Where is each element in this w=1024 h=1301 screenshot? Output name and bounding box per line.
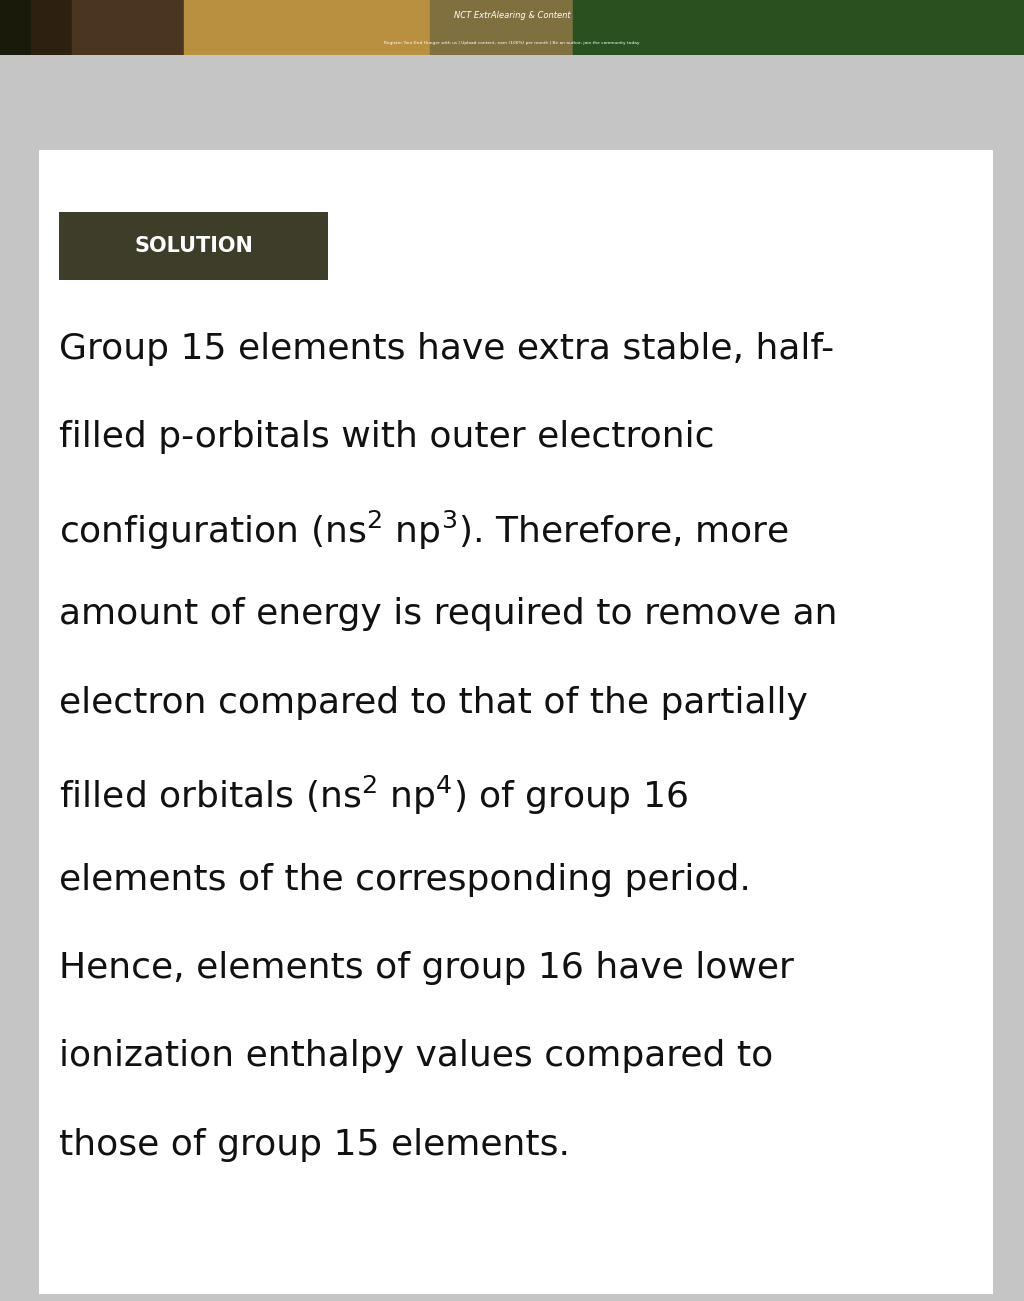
Text: amount of energy is required to remove an: amount of energy is required to remove a… (59, 597, 838, 631)
Text: filled orbitals (ns$^2$ np$^4$) of group 16: filled orbitals (ns$^2$ np$^4$) of group… (59, 774, 688, 817)
Bar (72, 0, 184, 55)
Text: ionization enthalpy values compared to: ionization enthalpy values compared to (59, 1039, 774, 1073)
Bar (0, 0, 31, 55)
Text: elements of the corresponding period.: elements of the corresponding period. (59, 863, 752, 896)
Text: Hence, elements of group 16 have lower: Hence, elements of group 16 have lower (59, 951, 795, 985)
Bar (184, 0, 430, 55)
Bar (573, 0, 1024, 55)
Text: Group 15 elements have extra stable, half-: Group 15 elements have extra stable, hal… (59, 332, 835, 366)
Text: SOLUTION: SOLUTION (134, 235, 253, 256)
Text: filled p-orbitals with outer electronic: filled p-orbitals with outer electronic (59, 420, 715, 454)
Text: Register Your End Hunger with us | Upload content, earn (100%) per month | Be an: Register Your End Hunger with us | Uploa… (384, 40, 640, 44)
Bar (573, 0, 1024, 55)
FancyBboxPatch shape (39, 150, 993, 1294)
Text: NCT ExtrAlearing & Content: NCT ExtrAlearing & Content (454, 10, 570, 20)
Bar (31, 0, 72, 55)
Text: those of group 15 elements.: those of group 15 elements. (59, 1128, 570, 1162)
Bar (430, 0, 573, 55)
Text: electron compared to that of the partially: electron compared to that of the partial… (59, 686, 808, 719)
Text: configuration (ns$^2$ np$^3$). Therefore, more: configuration (ns$^2$ np$^3$). Therefore… (59, 509, 790, 552)
FancyBboxPatch shape (59, 212, 328, 280)
